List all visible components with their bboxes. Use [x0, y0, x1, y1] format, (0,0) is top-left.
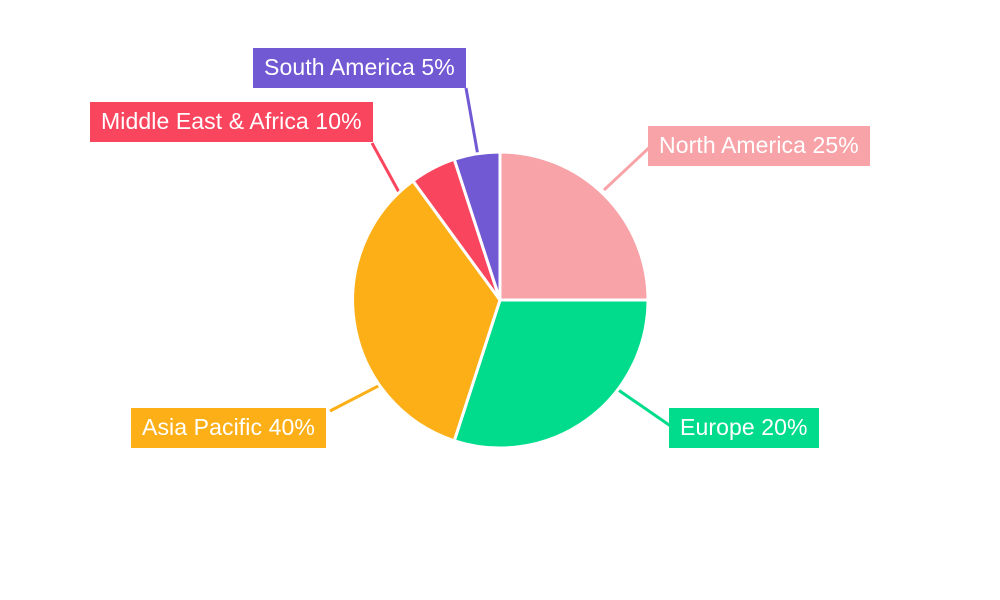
- pie-label-asia-pacific-text: Asia Pacific 40%: [142, 414, 315, 440]
- pie-label-south-america[interactable]: South America 5%: [253, 48, 466, 88]
- pie-label-north-america-text: North America 25%: [659, 132, 859, 158]
- pie-slice-north-america[interactable]: [498, 150, 650, 302]
- leader-line-asia-pacific: [329, 380, 387, 413]
- pie-label-middle-east-africa[interactable]: Middle East & Africa 10%: [90, 102, 373, 142]
- pie-label-middle-east-africa-text: Middle East & Africa 10%: [101, 108, 362, 134]
- pie-label-north-america[interactable]: North America 25%: [648, 126, 870, 166]
- pie-slice-asia-pacific[interactable]: [351, 179, 502, 443]
- pie-label-south-america-text: South America 5%: [264, 54, 455, 80]
- pie-label-asia-pacific[interactable]: Asia Pacific 40%: [131, 408, 326, 448]
- pie-slice-europe[interactable]: [452, 298, 650, 450]
- pie-slice-south-america[interactable]: [452, 150, 502, 302]
- pie-label-europe[interactable]: Europe 20%: [669, 408, 819, 448]
- pie-slices-group: [351, 150, 650, 450]
- leader-line-europe: [613, 385, 673, 429]
- leader-line-north-america: [602, 143, 654, 192]
- pie-label-europe-text: Europe 20%: [680, 414, 808, 440]
